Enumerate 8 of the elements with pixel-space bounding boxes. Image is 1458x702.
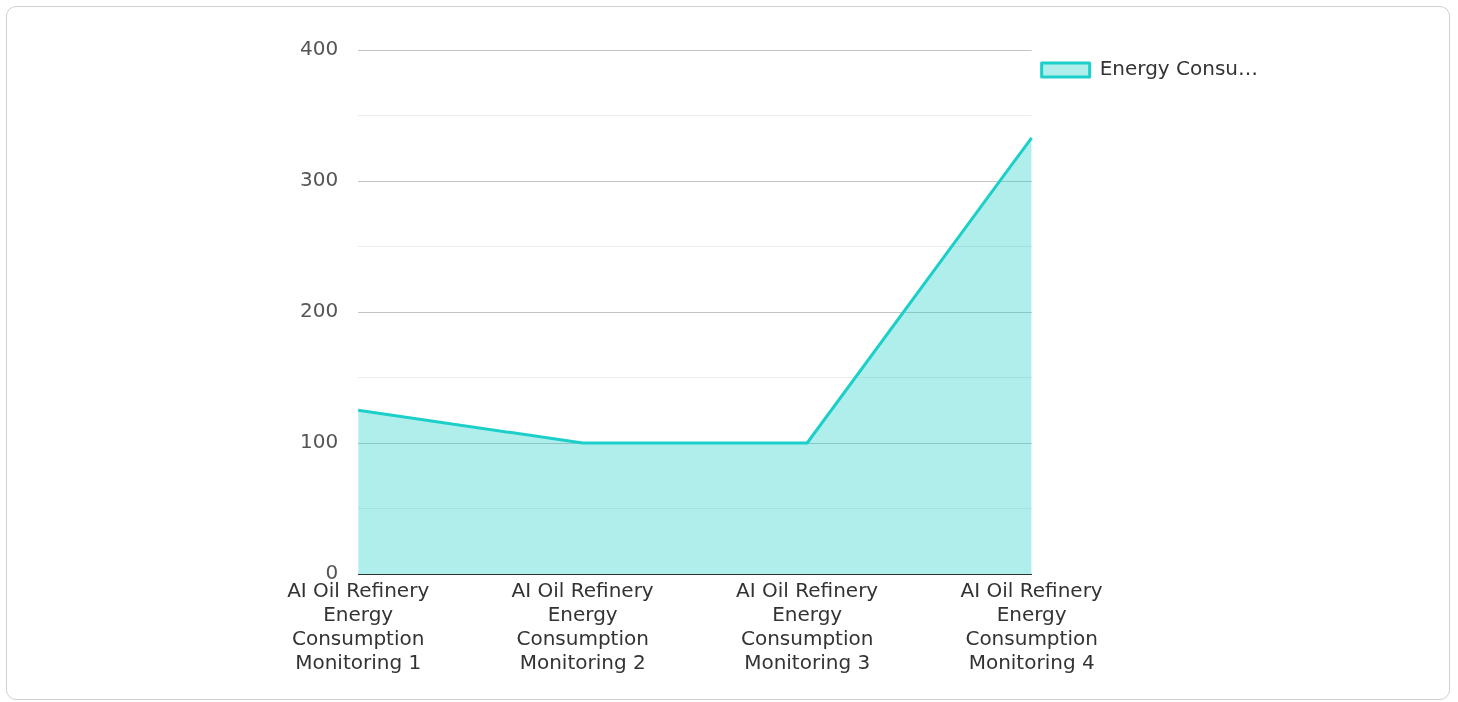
y-tick-label: 100 — [299, 429, 339, 454]
y-tick-label: 200 — [299, 298, 339, 323]
x-tick-label: AI Oil Refinery Energy Consumption Monitoring 2 — [511, 578, 654, 675]
y-tick-label: 400 — [299, 36, 339, 61]
x-tick-label: AI Oil Refinery Energy Consumption Monitoring 3 — [736, 578, 879, 675]
legend-label: Energy Consu… — [1099, 56, 1259, 81]
x-tick-label: AI Oil Refinery Energy Consumption Monitoring 4 — [960, 578, 1103, 675]
y-tick-label: 300 — [299, 167, 339, 192]
